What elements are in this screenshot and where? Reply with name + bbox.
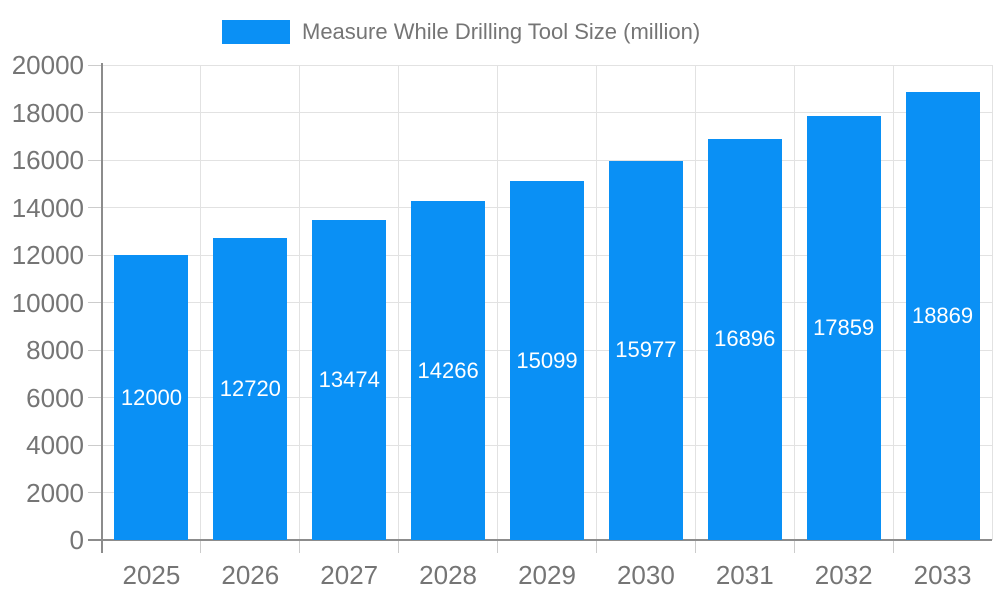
bar-2026: 12720 <box>213 237 288 540</box>
gridline-vertical <box>892 65 894 540</box>
gridline-vertical <box>497 65 499 540</box>
x-axis-tick <box>299 540 301 553</box>
y-axis-line <box>100 63 103 553</box>
chart-legend: Measure While Drilling Tool Size (millio… <box>222 18 700 46</box>
y-axis-tick-label: 0 <box>69 525 84 555</box>
x-axis-tick <box>892 540 894 553</box>
x-axis-tick-label: 2029 <box>518 560 576 590</box>
y-axis-tick <box>88 112 102 113</box>
gridline-horizontal <box>102 112 992 113</box>
x-axis-line <box>88 539 992 541</box>
bar-value-label: 16896 <box>714 326 776 352</box>
x-axis-tick-label: 2030 <box>616 560 675 590</box>
y-axis-tick-label: 10000 <box>11 287 84 318</box>
legend-label: Measure While Drilling Tool Size (millio… <box>302 19 701 44</box>
y-axis-tick <box>88 349 102 351</box>
gridline-vertical <box>200 65 202 540</box>
y-axis-tick-label: 20000 <box>11 50 84 80</box>
legend-swatch-icon <box>222 20 290 44</box>
x-axis-tick-label: 2026 <box>221 560 280 590</box>
x-axis-tick-label: 2025 <box>122 560 181 590</box>
gridline-vertical <box>299 65 301 540</box>
gridline-horizontal <box>102 159 992 161</box>
bar-value-label: 15099 <box>516 347 578 373</box>
y-axis-tick-label: 12000 <box>11 240 84 270</box>
bar-value-label: 17859 <box>813 314 875 340</box>
gridline-vertical <box>595 65 597 540</box>
bar-2028: 14266 <box>411 201 486 540</box>
y-axis-tick <box>88 64 102 66</box>
x-axis-tick-label: 2028 <box>419 560 478 590</box>
y-axis-tick-label: 18000 <box>11 97 84 128</box>
x-axis-tick <box>595 540 597 553</box>
x-axis-tick-label: 2032 <box>814 560 873 590</box>
x-axis-tick <box>793 540 795 553</box>
bar-value-label: 12000 <box>120 384 183 410</box>
y-axis-tick <box>88 254 102 256</box>
y-axis-tick <box>88 492 102 493</box>
gridline-vertical <box>694 65 696 540</box>
bar-2030: 15977 <box>608 160 683 540</box>
x-axis-tick <box>398 540 400 553</box>
y-axis-tick-label: 4000 <box>26 430 84 460</box>
bar-2032: 17859 <box>806 115 881 540</box>
bar-2033: 18869 <box>905 91 980 540</box>
x-axis-tick-label: 2031 <box>715 560 774 590</box>
bar-value-label: 15977 <box>615 337 677 363</box>
y-axis-tick-label: 16000 <box>11 145 84 175</box>
bar-value-label: 12720 <box>219 375 281 401</box>
bar-2025: 12000 <box>114 255 189 540</box>
bar-2029: 15099 <box>510 181 584 540</box>
legend-item[interactable]: Measure While Drilling Tool Size (millio… <box>222 18 700 46</box>
y-axis-tick-label: 14000 <box>11 192 84 223</box>
y-axis-tick <box>88 159 102 161</box>
y-axis-tick-label: 8000 <box>26 335 84 365</box>
x-axis-tick <box>200 540 202 553</box>
x-axis-tick <box>497 540 499 553</box>
gridline-vertical <box>793 65 795 540</box>
bar-value-label: 13474 <box>318 366 380 392</box>
x-axis-tick <box>694 540 696 553</box>
x-axis-tick-label: 2033 <box>913 560 972 590</box>
y-axis-tick <box>88 302 102 303</box>
bar-value-label: 18869 <box>911 302 974 328</box>
gridline-vertical <box>991 65 993 540</box>
y-axis-tick <box>88 207 102 208</box>
y-axis-tick <box>88 397 102 398</box>
y-axis-tick-label: 6000 <box>26 382 84 413</box>
bar-value-label: 14266 <box>417 357 479 383</box>
y-axis-tick-label: 2000 <box>26 477 84 508</box>
bar-2027: 13474 <box>312 219 387 540</box>
y-axis-tick <box>88 444 102 446</box>
gridline-horizontal <box>102 64 992 66</box>
x-axis-tick-label: 2027 <box>320 560 379 590</box>
gridline-vertical <box>398 65 400 540</box>
bar-2031: 16896 <box>707 138 782 540</box>
